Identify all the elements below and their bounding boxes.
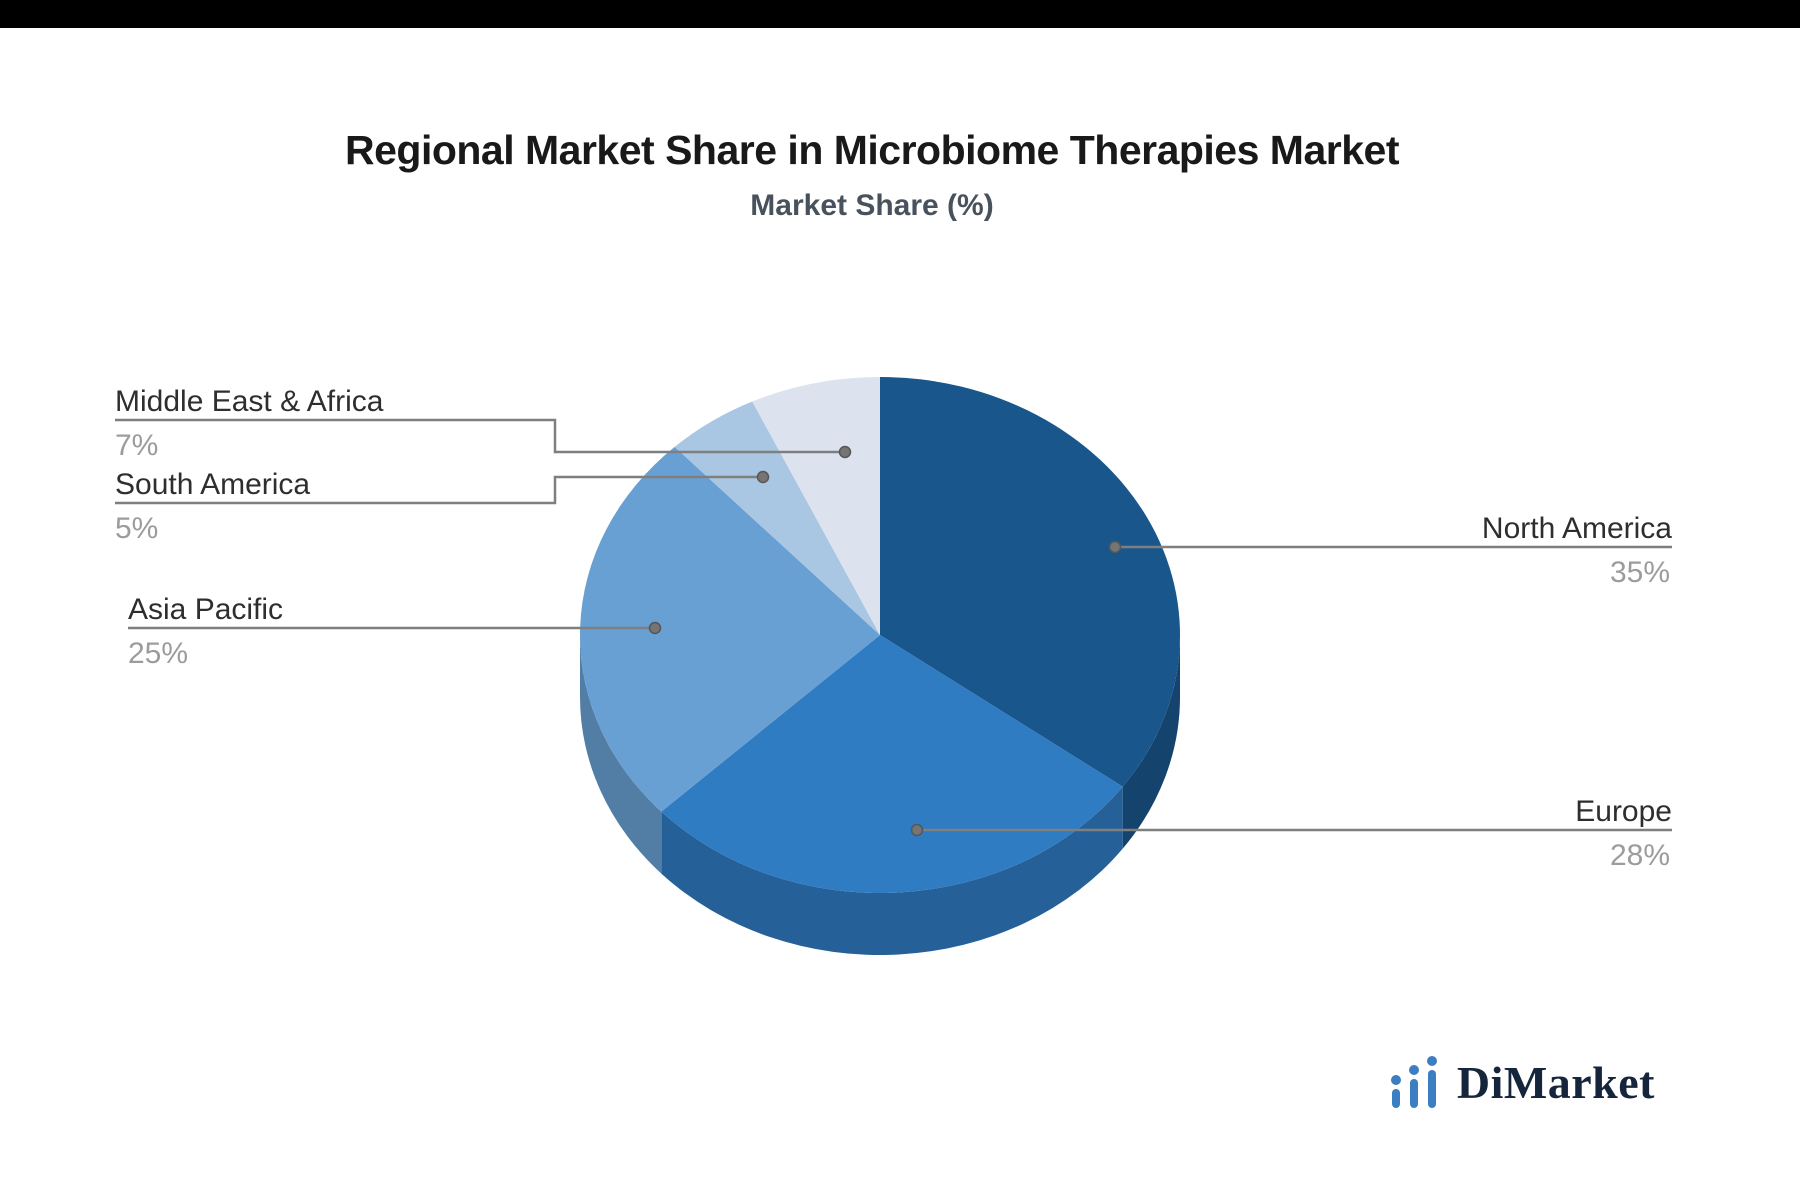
callout-value-north-america: 35% <box>1609 556 1670 589</box>
callout-value-south-america: 5% <box>115 512 159 545</box>
chart-subtitle: Market Share (%) <box>750 189 994 222</box>
leader-line-south-america <box>115 475 763 505</box>
chart-title: Regional Market Share in Microbiome Ther… <box>345 127 1399 173</box>
pie-slice-middle-east-africa[interactable] <box>752 377 880 635</box>
callout-label-middle-east-africa: Middle East & Africa <box>115 385 384 418</box>
pie-slice-asia-pacific[interactable] <box>580 446 880 812</box>
leader-dot-north-america <box>1108 540 1122 554</box>
pie-slice-europe[interactable] <box>661 635 1123 893</box>
callout-value-europe: 28% <box>1609 839 1670 872</box>
callout-value-asia-pacific: 25% <box>128 637 189 670</box>
pie-slice-south-america[interactable] <box>674 401 880 635</box>
callout-label-south-america: South America <box>115 468 311 501</box>
pie-slice-side-asia-pacific <box>580 635 662 874</box>
leader-line-middle-east-africa <box>115 418 845 454</box>
pie-slice-north-america[interactable] <box>880 377 1181 787</box>
top-black-bar <box>0 0 1800 28</box>
pie-slice-side-north-america <box>1122 635 1180 849</box>
callout-value-middle-east-africa: 7% <box>115 429 159 462</box>
leader-dot-middle-east-africa <box>838 445 852 459</box>
dimarket-logo-icon <box>1390 1056 1437 1108</box>
dimarket-logo: DiMarket <box>1387 1056 1655 1108</box>
dimarket-logo-text: DiMarket <box>1456 1057 1655 1108</box>
leader-dot-south-america <box>756 470 770 484</box>
leader-dot-asia-pacific <box>648 621 662 635</box>
callout-label-north-america: North America <box>1481 512 1672 545</box>
callout-label-asia-pacific: Asia Pacific <box>128 593 284 626</box>
leader-dot-europe <box>910 823 924 837</box>
pie-slice-side-europe <box>661 786 1123 955</box>
callout-label-europe: Europe <box>1575 795 1672 828</box>
